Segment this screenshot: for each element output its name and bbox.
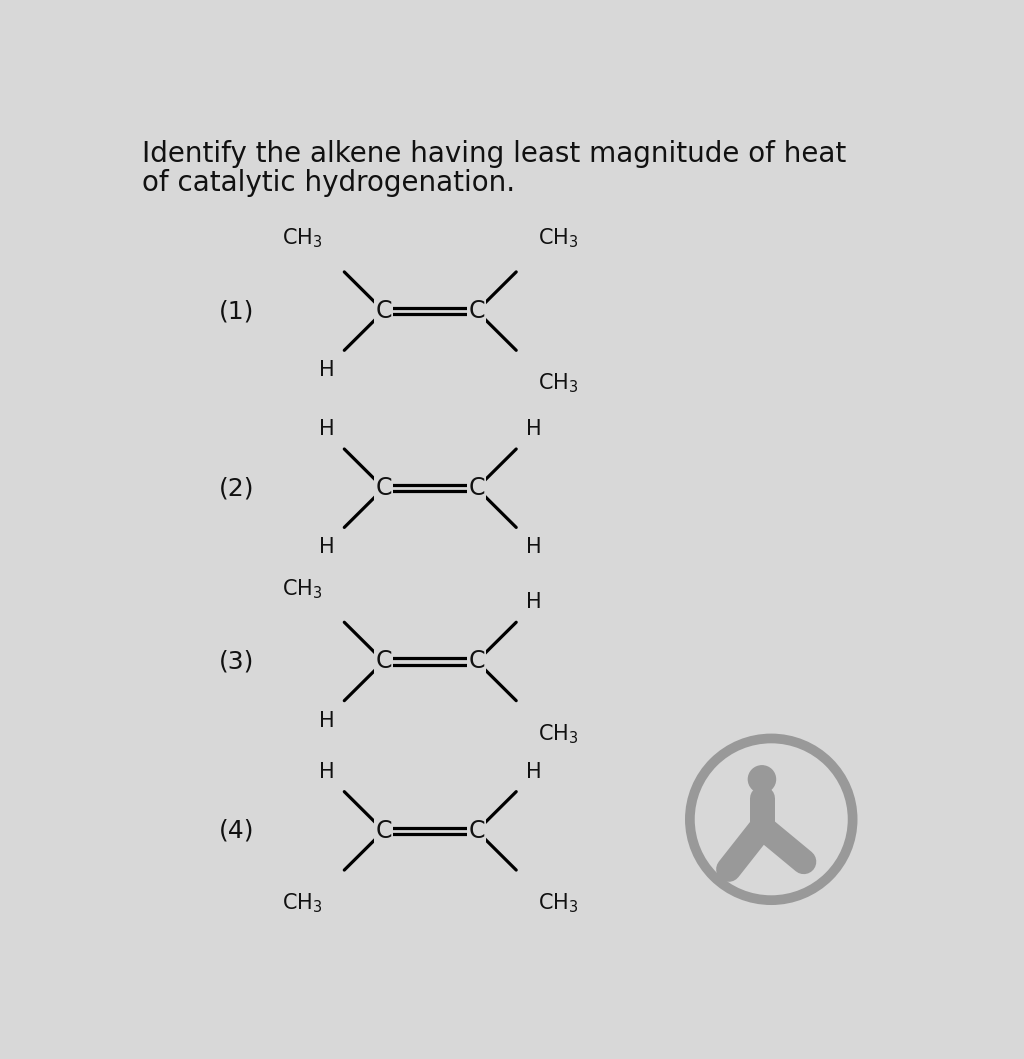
Text: C: C — [469, 299, 485, 323]
Text: C: C — [469, 477, 485, 500]
Text: (1): (1) — [219, 299, 254, 323]
Text: C: C — [469, 649, 485, 674]
Text: H: H — [526, 419, 542, 439]
Text: C: C — [469, 819, 485, 843]
Text: $\mathregular{CH_3}$: $\mathregular{CH_3}$ — [538, 722, 579, 746]
Text: $\mathregular{CH_3}$: $\mathregular{CH_3}$ — [282, 892, 323, 915]
Text: H: H — [318, 419, 334, 439]
Text: H: H — [526, 761, 542, 782]
Circle shape — [749, 766, 775, 793]
Text: C: C — [376, 477, 392, 500]
Text: $\mathregular{CH_3}$: $\mathregular{CH_3}$ — [282, 227, 323, 250]
Text: Identify the alkene having least magnitude of heat: Identify the alkene having least magnitu… — [142, 140, 846, 168]
Text: $\mathregular{CH_3}$: $\mathregular{CH_3}$ — [538, 892, 579, 915]
Text: H: H — [318, 360, 334, 380]
Text: H: H — [318, 537, 334, 557]
Text: C: C — [376, 819, 392, 843]
Text: H: H — [318, 761, 334, 782]
Text: (2): (2) — [219, 477, 254, 500]
Text: of catalytic hydrogenation.: of catalytic hydrogenation. — [142, 168, 515, 197]
Text: C: C — [376, 299, 392, 323]
Text: (3): (3) — [219, 649, 254, 674]
Text: H: H — [526, 537, 542, 557]
Text: (4): (4) — [219, 819, 254, 843]
Text: $\mathregular{CH_3}$: $\mathregular{CH_3}$ — [538, 372, 579, 395]
Text: H: H — [526, 592, 542, 612]
Text: H: H — [318, 711, 334, 731]
Text: $\mathregular{CH_3}$: $\mathregular{CH_3}$ — [538, 227, 579, 250]
Text: $\mathregular{CH_3}$: $\mathregular{CH_3}$ — [282, 577, 323, 600]
Text: C: C — [376, 649, 392, 674]
